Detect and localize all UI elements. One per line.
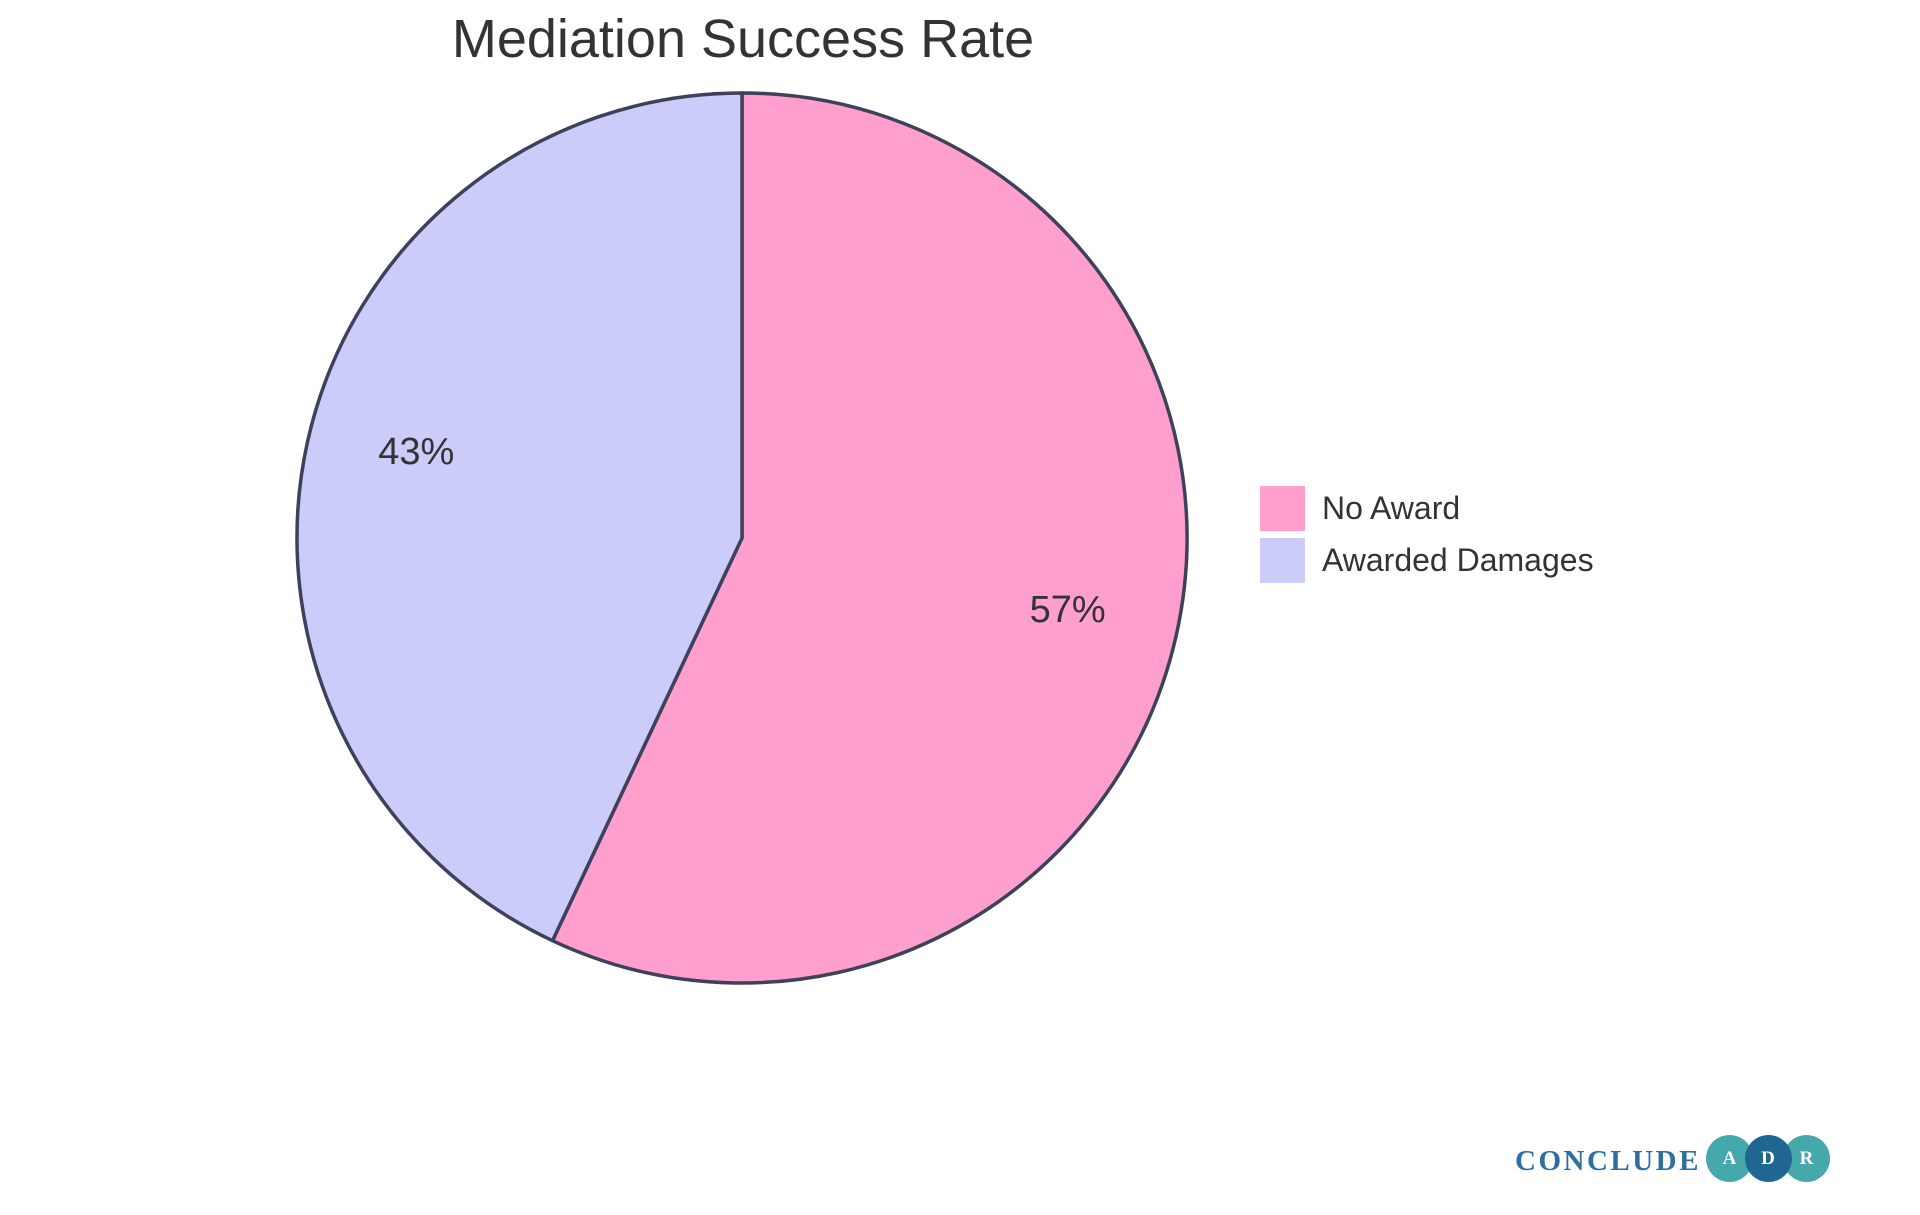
- svg-text:57%: 57%: [1030, 589, 1106, 631]
- svg-text:43%: 43%: [378, 431, 454, 473]
